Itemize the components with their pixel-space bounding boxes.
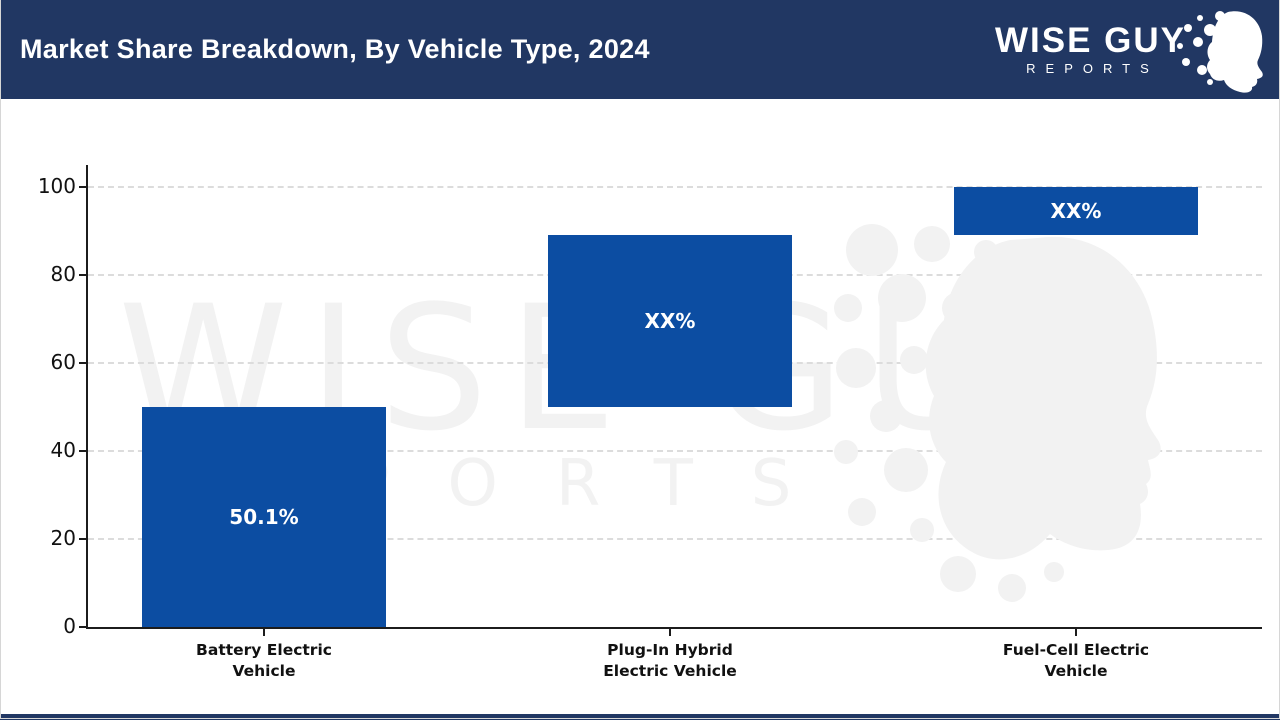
y-tick-label: 20 [50,526,76,550]
brand-logo: WISE GUY REPORTS [995,6,1268,94]
bar-value-label: 50.1% [229,504,299,529]
x-axis-line [86,627,1262,629]
y-axis-line [86,165,88,629]
bar-value-label: XX% [644,308,696,333]
bar: 50.1% [142,406,386,627]
x-tick-mark [1075,629,1077,636]
y-tick-label: 0 [63,614,76,638]
y-tick-mark [79,186,88,188]
bar-value-label: XX% [1050,198,1102,223]
y-tick-mark [79,274,88,276]
x-category-label: Fuel-Cell Electric Vehicle [1002,641,1150,680]
bar: XX% [954,187,1198,235]
logo-face-icon [1177,10,1263,93]
y-tick-label: 100 [37,174,76,198]
x-tick-mark [263,629,265,636]
gridline [88,186,1262,188]
logo-reports-label: REPORTS [1026,60,1159,76]
brand-logo-text: WISE GUY REPORTS [994,20,1186,76]
y-tick-label: 60 [50,350,76,374]
gridline [88,538,1262,540]
y-tick-mark [79,538,88,540]
logo-wiseguy-label: WISE GUY [994,20,1186,60]
bar: XX% [548,234,792,407]
x-category-label: Battery Electric Vehicle [196,641,332,680]
footer-bar [0,714,1280,720]
y-tick-mark [79,362,88,364]
header: Market Share Breakdown, By Vehicle Type,… [0,0,1280,99]
x-category-label: Plug-In Hybrid Electric Vehicle [603,641,737,680]
y-tick-label: 80 [50,262,76,286]
gridline [88,450,1262,452]
y-tick-mark [79,626,88,628]
chart-title: Market Share Breakdown, By Vehicle Type,… [20,34,650,64]
y-tick-mark [79,450,88,452]
y-tick-label: 40 [50,438,76,462]
x-tick-mark [669,629,671,636]
